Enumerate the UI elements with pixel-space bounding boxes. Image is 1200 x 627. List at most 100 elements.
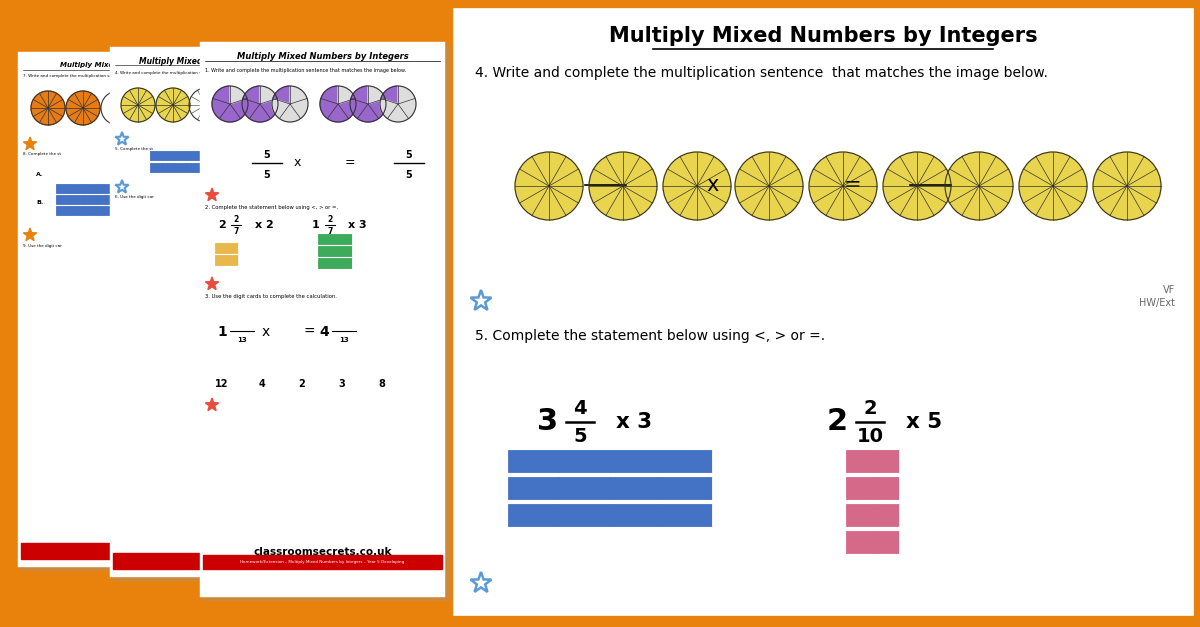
Bar bbox=[508, 450, 559, 472]
Wedge shape bbox=[118, 91, 134, 125]
Polygon shape bbox=[205, 188, 218, 201]
Text: Homework/: Homework/ bbox=[203, 559, 232, 564]
Bar bbox=[260, 255, 272, 265]
Bar bbox=[56, 184, 70, 193]
Bar bbox=[1032, 477, 1058, 499]
Bar bbox=[230, 317, 254, 344]
Bar bbox=[1085, 531, 1111, 553]
Wedge shape bbox=[368, 98, 386, 119]
Bar bbox=[84, 184, 97, 193]
FancyBboxPatch shape bbox=[247, 371, 277, 397]
Text: Multiply Mixed Numbers by Integers: Multiply Mixed Numbers by Integers bbox=[608, 26, 1037, 46]
Bar bbox=[22, 543, 242, 559]
Wedge shape bbox=[242, 86, 260, 104]
Bar bbox=[925, 531, 952, 553]
Bar bbox=[610, 477, 661, 499]
Text: 2. Complete the statement below using <, > or =.: 2. Complete the statement below using <,… bbox=[205, 205, 338, 210]
FancyBboxPatch shape bbox=[721, 140, 964, 234]
Bar bbox=[113, 50, 328, 580]
Bar bbox=[466, 317, 1181, 603]
Bar bbox=[233, 151, 245, 160]
Bar bbox=[113, 553, 322, 569]
Bar bbox=[272, 243, 283, 253]
Bar bbox=[22, 55, 250, 570]
Wedge shape bbox=[328, 104, 348, 122]
Text: 5: 5 bbox=[406, 170, 413, 180]
Text: 9. Use the digit car: 9. Use the digit car bbox=[23, 244, 62, 248]
Wedge shape bbox=[230, 86, 247, 104]
Bar bbox=[1058, 531, 1085, 553]
Bar bbox=[394, 144, 424, 182]
Bar bbox=[925, 477, 952, 499]
Bar bbox=[84, 195, 97, 204]
Bar bbox=[330, 258, 341, 268]
Text: 4: 4 bbox=[574, 399, 587, 418]
FancyBboxPatch shape bbox=[208, 371, 238, 397]
Text: B.: B. bbox=[36, 200, 43, 205]
Bar bbox=[198, 163, 209, 172]
Bar bbox=[203, 555, 442, 569]
Bar bbox=[911, 135, 952, 235]
Bar bbox=[215, 255, 227, 265]
Text: Homework/Ex: Homework/Ex bbox=[115, 549, 149, 554]
Circle shape bbox=[589, 152, 658, 220]
Bar bbox=[1085, 477, 1111, 499]
Bar bbox=[272, 255, 283, 265]
Text: 4. Write and complete the multiplication sentence  that matches the image below.: 4. Write and complete the multiplication… bbox=[115, 71, 284, 75]
Text: 2: 2 bbox=[233, 214, 239, 223]
Bar bbox=[364, 234, 376, 244]
Bar bbox=[310, 144, 338, 182]
Bar bbox=[978, 477, 1006, 499]
Polygon shape bbox=[470, 290, 492, 310]
Bar bbox=[559, 504, 610, 526]
Bar bbox=[688, 395, 743, 450]
Wedge shape bbox=[368, 86, 385, 104]
Circle shape bbox=[121, 88, 155, 122]
Bar bbox=[110, 47, 325, 577]
Wedge shape bbox=[260, 86, 277, 104]
Bar bbox=[318, 246, 330, 256]
Text: 5: 5 bbox=[264, 170, 270, 180]
Bar bbox=[846, 477, 872, 499]
Bar bbox=[330, 234, 341, 244]
Wedge shape bbox=[242, 98, 260, 119]
Bar bbox=[1006, 450, 1032, 472]
Bar bbox=[1006, 531, 1032, 553]
Bar bbox=[872, 477, 899, 499]
Text: =: = bbox=[844, 175, 862, 195]
Bar bbox=[186, 163, 198, 172]
Polygon shape bbox=[23, 137, 37, 150]
Bar bbox=[332, 317, 356, 344]
Bar bbox=[341, 258, 353, 268]
Circle shape bbox=[1093, 152, 1162, 220]
Bar bbox=[260, 243, 272, 253]
Text: =: = bbox=[344, 157, 355, 169]
Bar bbox=[84, 206, 97, 215]
Bar bbox=[215, 243, 227, 253]
Bar bbox=[1058, 450, 1085, 472]
Bar bbox=[174, 163, 186, 172]
Text: x: x bbox=[262, 325, 270, 339]
Bar bbox=[386, 258, 398, 268]
Text: x 5: x 5 bbox=[906, 412, 942, 432]
Text: 1. Write and complete the multiplication sentence that matches the image below.: 1. Write and complete the multiplication… bbox=[205, 68, 406, 73]
Bar bbox=[138, 206, 152, 215]
Text: 3: 3 bbox=[536, 408, 558, 436]
Bar bbox=[978, 531, 1006, 553]
Bar bbox=[978, 450, 1006, 472]
Bar bbox=[200, 42, 445, 597]
Text: 4. Write and complete the multiplication sentence  that matches the image below.: 4. Write and complete the multiplication… bbox=[475, 66, 1048, 80]
Bar bbox=[152, 184, 166, 193]
Bar bbox=[150, 163, 162, 172]
Bar bbox=[952, 450, 978, 472]
Bar bbox=[661, 477, 712, 499]
Wedge shape bbox=[388, 104, 408, 122]
Text: 1: 1 bbox=[217, 325, 227, 339]
Circle shape bbox=[734, 152, 803, 220]
Bar bbox=[610, 450, 661, 472]
Bar bbox=[221, 151, 233, 160]
Bar bbox=[1032, 531, 1058, 553]
Bar bbox=[238, 243, 250, 253]
Bar bbox=[227, 243, 238, 253]
Wedge shape bbox=[350, 86, 368, 104]
